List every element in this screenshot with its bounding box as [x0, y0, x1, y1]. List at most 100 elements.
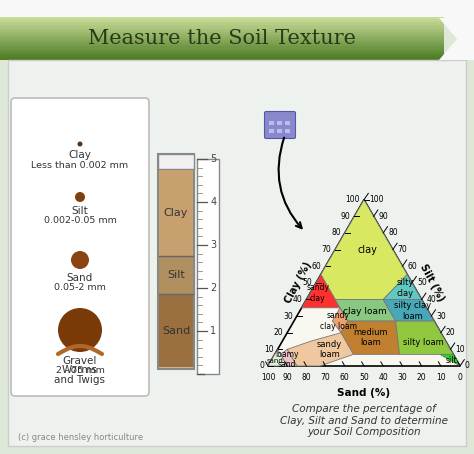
Text: Compare the percentage of
Clay, Silt and Sand to determine
your Soil Composition: Compare the percentage of Clay, Silt and… — [280, 404, 448, 437]
Text: (c) grace hensley horticulture: (c) grace hensley horticulture — [18, 433, 143, 442]
Bar — [0, 49, 444, 52]
Bar — [0, 23, 444, 26]
Polygon shape — [341, 321, 400, 355]
Text: 60: 60 — [340, 373, 350, 382]
Text: Clay: Clay — [69, 150, 91, 161]
Text: 1: 1 — [210, 326, 216, 336]
Bar — [269, 128, 274, 133]
Text: Sand (%): Sand (%) — [337, 388, 391, 398]
Text: 80: 80 — [388, 228, 398, 237]
Text: 30: 30 — [398, 373, 407, 382]
Text: 100: 100 — [369, 195, 383, 204]
Polygon shape — [281, 350, 297, 366]
Bar — [269, 120, 274, 125]
Circle shape — [58, 308, 102, 352]
Bar — [0, 44, 444, 47]
Polygon shape — [268, 200, 460, 366]
Text: loamy
sand: loamy sand — [275, 350, 299, 369]
Bar — [0, 40, 444, 43]
Text: 50: 50 — [302, 278, 312, 287]
Bar — [0, 28, 444, 30]
Text: 70: 70 — [321, 245, 331, 254]
Text: 0: 0 — [259, 361, 264, 370]
Text: 20: 20 — [446, 328, 456, 337]
Text: 50: 50 — [417, 278, 427, 287]
Polygon shape — [321, 200, 407, 300]
Text: 90: 90 — [379, 212, 388, 221]
Bar — [0, 38, 444, 41]
Bar — [0, 50, 444, 54]
Text: silty clay
loam: silty clay loam — [394, 301, 431, 321]
Text: sandy
loam: sandy loam — [317, 340, 342, 359]
Text: clay: clay — [358, 245, 378, 255]
Text: 2 - 75 mm: 2 - 75 mm — [55, 366, 104, 375]
FancyBboxPatch shape — [11, 98, 149, 396]
Bar — [285, 120, 291, 125]
Text: 30: 30 — [436, 311, 446, 321]
Text: sandy
clay loam: sandy clay loam — [319, 311, 356, 331]
Bar — [159, 256, 193, 294]
Bar — [158, 154, 194, 169]
Bar — [0, 25, 444, 29]
Text: 30: 30 — [283, 311, 293, 321]
Text: 0.002-0.05 mm: 0.002-0.05 mm — [44, 216, 117, 225]
Circle shape — [75, 192, 85, 202]
Bar — [0, 36, 444, 39]
Text: clay loam: clay loam — [343, 306, 387, 316]
Text: 50: 50 — [359, 373, 369, 382]
Polygon shape — [268, 350, 287, 366]
Text: 70: 70 — [398, 245, 408, 254]
Text: 3: 3 — [210, 240, 216, 250]
Text: medium
loam: medium loam — [354, 328, 388, 347]
Text: 40: 40 — [378, 373, 388, 382]
Text: 10: 10 — [436, 373, 446, 382]
Text: 60: 60 — [312, 262, 321, 271]
Text: Silt: Silt — [167, 270, 185, 280]
Text: 0: 0 — [457, 373, 463, 382]
Polygon shape — [287, 333, 354, 366]
Text: silt: silt — [446, 355, 458, 365]
Bar — [277, 128, 283, 133]
Bar — [277, 120, 283, 125]
Text: 0.05-2 mm: 0.05-2 mm — [54, 283, 106, 292]
Text: 90: 90 — [283, 373, 292, 382]
Text: 40: 40 — [292, 295, 302, 304]
Text: Worms: Worms — [62, 365, 98, 375]
Bar — [0, 42, 444, 45]
Bar — [0, 53, 444, 56]
Bar — [285, 128, 291, 133]
Text: Clay: Clay — [164, 208, 188, 218]
Text: Sand: Sand — [67, 273, 93, 283]
Text: Less than 0.002 mm: Less than 0.002 mm — [31, 161, 128, 169]
Text: and Twigs: and Twigs — [55, 375, 106, 385]
Bar — [8, 60, 466, 446]
Bar — [159, 294, 193, 367]
FancyBboxPatch shape — [158, 154, 194, 369]
Bar — [0, 30, 444, 33]
Text: 4: 4 — [210, 197, 216, 207]
Bar — [0, 46, 444, 49]
Bar — [0, 17, 444, 20]
Text: 10: 10 — [264, 345, 273, 354]
Text: 70: 70 — [321, 373, 330, 382]
Text: 100: 100 — [346, 195, 360, 204]
Circle shape — [71, 251, 89, 269]
Polygon shape — [383, 275, 421, 300]
Polygon shape — [301, 275, 340, 308]
Circle shape — [78, 142, 82, 147]
Bar — [0, 57, 444, 60]
Bar — [0, 55, 444, 58]
Text: Sand: Sand — [162, 326, 190, 336]
Text: 20: 20 — [417, 373, 427, 382]
Text: Silt (%): Silt (%) — [418, 262, 446, 303]
Text: 100: 100 — [261, 373, 275, 382]
Text: sandy
clay: sandy clay — [306, 283, 329, 302]
Text: silty
clay: silty clay — [397, 278, 414, 297]
Bar — [0, 19, 444, 22]
Text: 40: 40 — [427, 295, 437, 304]
Text: 0: 0 — [465, 361, 470, 370]
Polygon shape — [440, 355, 460, 366]
Bar — [159, 170, 193, 256]
Polygon shape — [335, 300, 396, 321]
Text: 5: 5 — [210, 154, 217, 164]
